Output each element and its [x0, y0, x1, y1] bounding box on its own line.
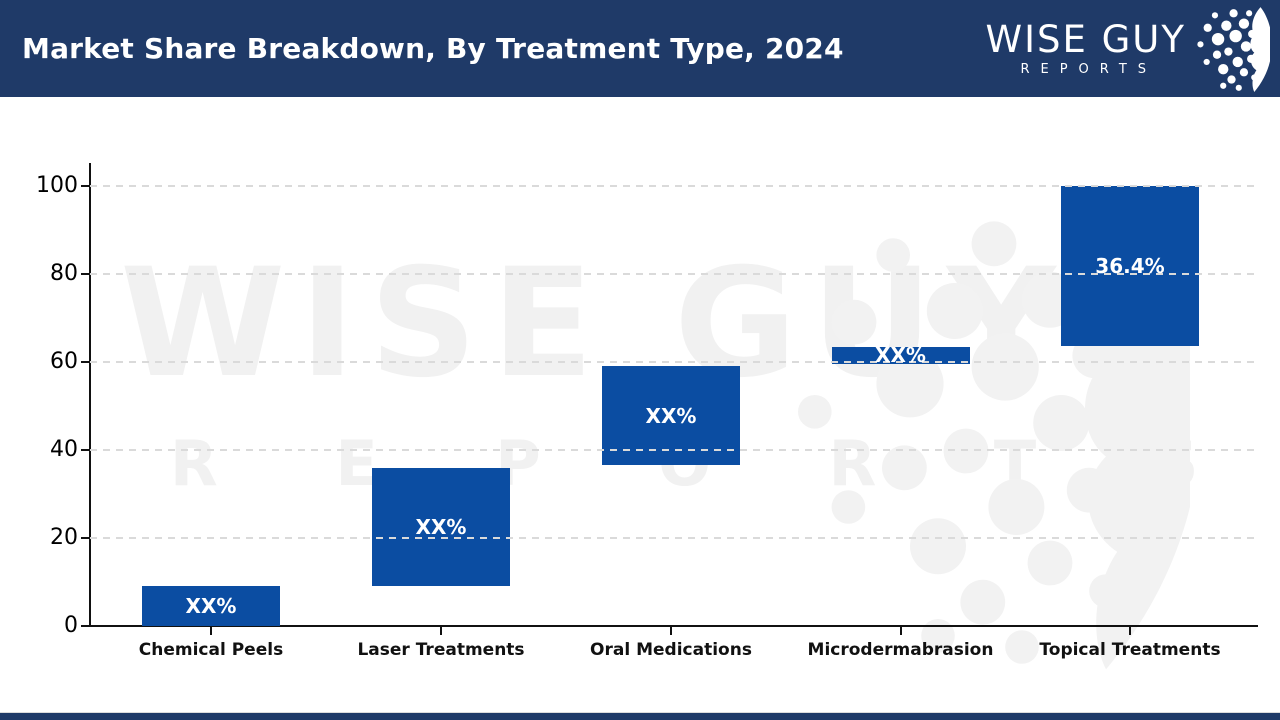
x-tick-mark	[899, 627, 902, 635]
y-tick-mark	[81, 273, 89, 275]
x-tick-mark	[1129, 627, 1131, 635]
y-tick-label: 40	[50, 437, 78, 462]
brand-name: WISE GUY	[985, 17, 1186, 61]
brand-logo: WISE GUY REPORTS	[986, 0, 1270, 97]
x-tick-mark	[440, 627, 442, 635]
x-tick-label: Chemical Peels	[138, 640, 284, 660]
gridline	[90, 537, 1258, 539]
bar-value-label: 36.4%	[1095, 254, 1165, 279]
bar-value-label: XX%	[185, 594, 237, 619]
footer-hairline	[0, 712, 1280, 713]
y-tick-label: 0	[64, 613, 78, 638]
x-tick-label: Topical Treatments	[1039, 640, 1221, 660]
y-tick-label: 100	[36, 173, 78, 198]
bar	[142, 586, 280, 626]
bar	[831, 346, 970, 365]
bar-value-label: XX%	[415, 514, 467, 539]
y-tick-mark	[81, 185, 89, 187]
bar	[1061, 186, 1199, 347]
page-title: Market Share Breakdown, By Treatment Typ…	[22, 32, 844, 65]
y-tick-mark	[81, 449, 89, 451]
x-tick-label: Microdermabrasion	[807, 640, 994, 660]
brand-subname: REPORTS	[1020, 61, 1158, 77]
watermark-face-icon	[798, 210, 1190, 670]
bar	[602, 366, 740, 466]
bar	[372, 467, 510, 587]
y-tick-label: 20	[50, 525, 78, 550]
brand-face-icon	[1197, 6, 1270, 92]
x-tick-label: Laser Treatments	[357, 640, 525, 660]
y-tick-label: 60	[50, 349, 78, 374]
x-axis-spine	[88, 625, 1258, 627]
bar-value-label: XX%	[645, 403, 697, 428]
brand-logo-text: WISE GUY REPORTS	[986, 21, 1186, 77]
gridline	[90, 449, 1258, 451]
x-tick-label: Oral Medications	[590, 640, 752, 660]
header: Market Share Breakdown, By Treatment Typ…	[0, 0, 1280, 97]
gridline	[90, 273, 1258, 275]
bar-value-label: XX%	[875, 343, 926, 368]
y-tick-mark	[81, 625, 89, 627]
gridline	[90, 185, 1258, 187]
y-tick-label: 80	[50, 261, 78, 286]
footer-bar	[0, 713, 1280, 720]
gridline	[90, 361, 1258, 363]
y-tick-mark	[81, 361, 89, 363]
x-tick-mark	[670, 627, 672, 635]
y-tick-mark	[81, 537, 89, 539]
y-axis-spine	[89, 163, 91, 627]
x-tick-mark	[210, 627, 212, 635]
